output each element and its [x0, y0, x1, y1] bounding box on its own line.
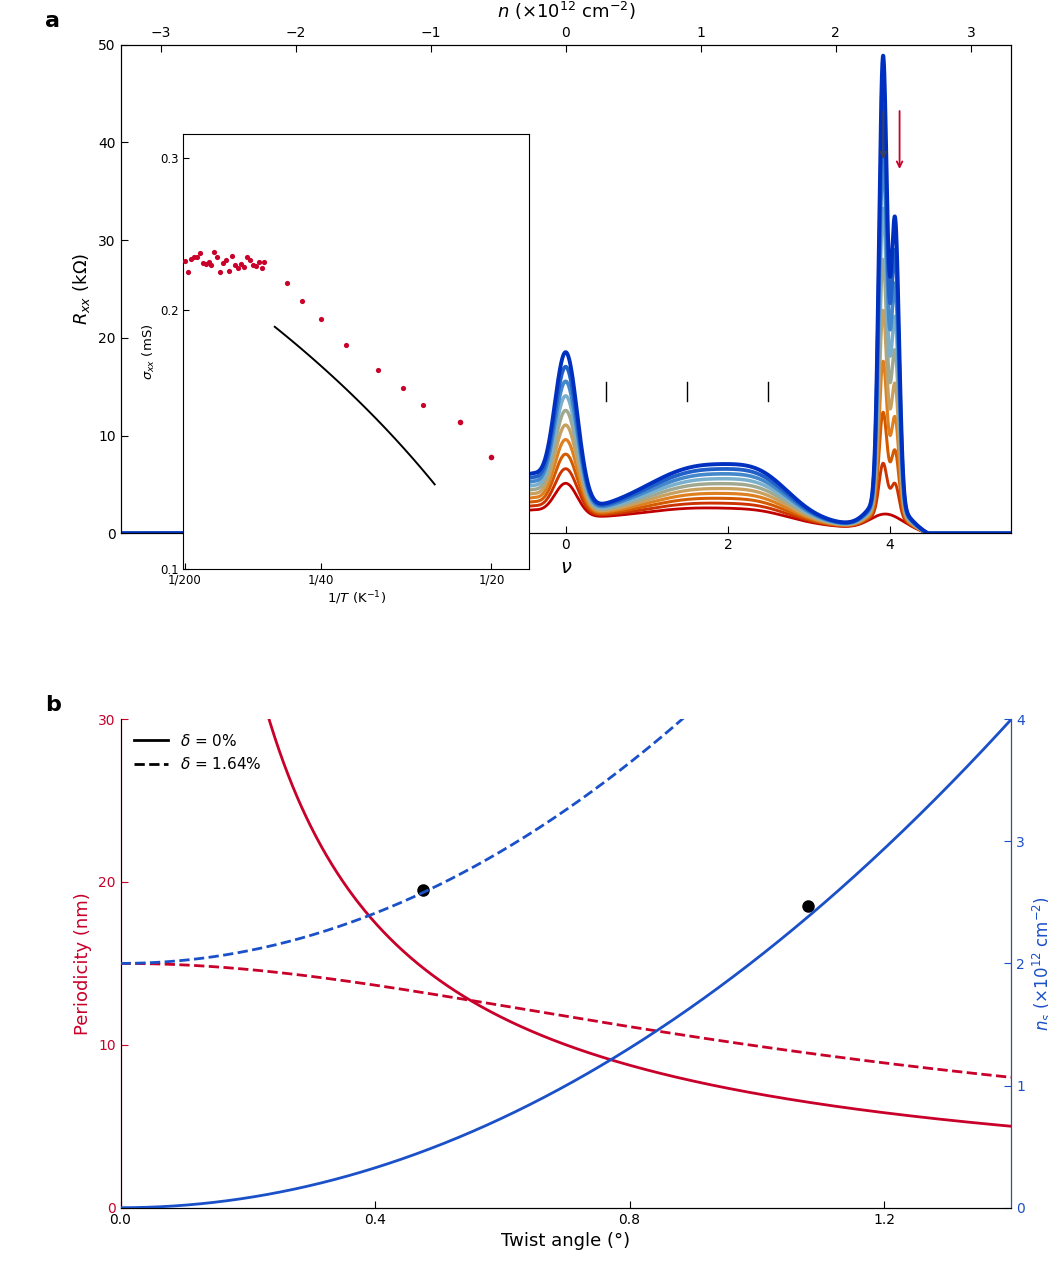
Point	[256, 252, 272, 272]
Point	[250, 252, 267, 272]
Point	[233, 253, 249, 273]
Text: 80 K: 80 K	[362, 380, 397, 395]
Point	[370, 360, 387, 381]
Point	[194, 253, 211, 273]
Point	[247, 257, 264, 277]
Point	[177, 250, 194, 271]
X-axis label: $\nu$: $\nu$	[560, 557, 572, 576]
Point	[212, 261, 228, 281]
Point	[218, 249, 235, 270]
Point	[209, 247, 225, 267]
Point	[203, 254, 220, 275]
Y-axis label: $R_{xx}$ (k$\Omega$): $R_{xx}$ (k$\Omega$)	[71, 253, 92, 325]
Legend: $\delta$ = 0%, $\delta$ = 1.64%: $\delta$ = 0%, $\delta$ = 1.64%	[128, 727, 267, 778]
Point	[238, 247, 255, 267]
Point	[221, 261, 238, 281]
Point	[192, 243, 209, 263]
Text: 5 K: 5 K	[387, 443, 413, 459]
Point	[185, 247, 202, 267]
Point	[244, 254, 261, 275]
Point	[241, 249, 258, 270]
Point	[483, 446, 500, 466]
Point	[179, 262, 196, 282]
X-axis label: 1/$T$ (K$^{-1}$): 1/$T$ (K$^{-1}$)	[327, 589, 386, 607]
Point	[395, 378, 412, 399]
Point	[279, 272, 296, 293]
Text: a: a	[45, 10, 60, 31]
Point	[312, 309, 329, 330]
Text: b: b	[45, 695, 61, 714]
Point	[197, 254, 214, 275]
Point	[230, 258, 246, 279]
Point	[254, 258, 270, 279]
Point	[215, 253, 232, 273]
Point	[293, 290, 310, 311]
Point	[223, 245, 240, 266]
Y-axis label: $n_s$ ($\times$10$^{12}$ cm$^{-2}$): $n_s$ ($\times$10$^{12}$ cm$^{-2}$)	[1030, 896, 1048, 1031]
Point	[452, 412, 468, 432]
Point	[236, 257, 253, 277]
Point	[200, 252, 217, 272]
X-axis label: $n$ ($\times$10$^{12}$ cm$^{-2}$): $n$ ($\times$10$^{12}$ cm$^{-2}$)	[497, 0, 635, 22]
X-axis label: Twist angle (°): Twist angle (°)	[501, 1232, 631, 1250]
Point	[182, 249, 199, 270]
Point	[415, 395, 432, 415]
Point	[226, 254, 243, 275]
Y-axis label: Periodicity (nm): Periodicity (nm)	[74, 892, 92, 1035]
Y-axis label: $\sigma_{xx}$ (mS): $\sigma_{xx}$ (mS)	[141, 323, 157, 380]
Point	[189, 247, 205, 267]
Point	[337, 335, 354, 355]
Point	[206, 242, 223, 262]
